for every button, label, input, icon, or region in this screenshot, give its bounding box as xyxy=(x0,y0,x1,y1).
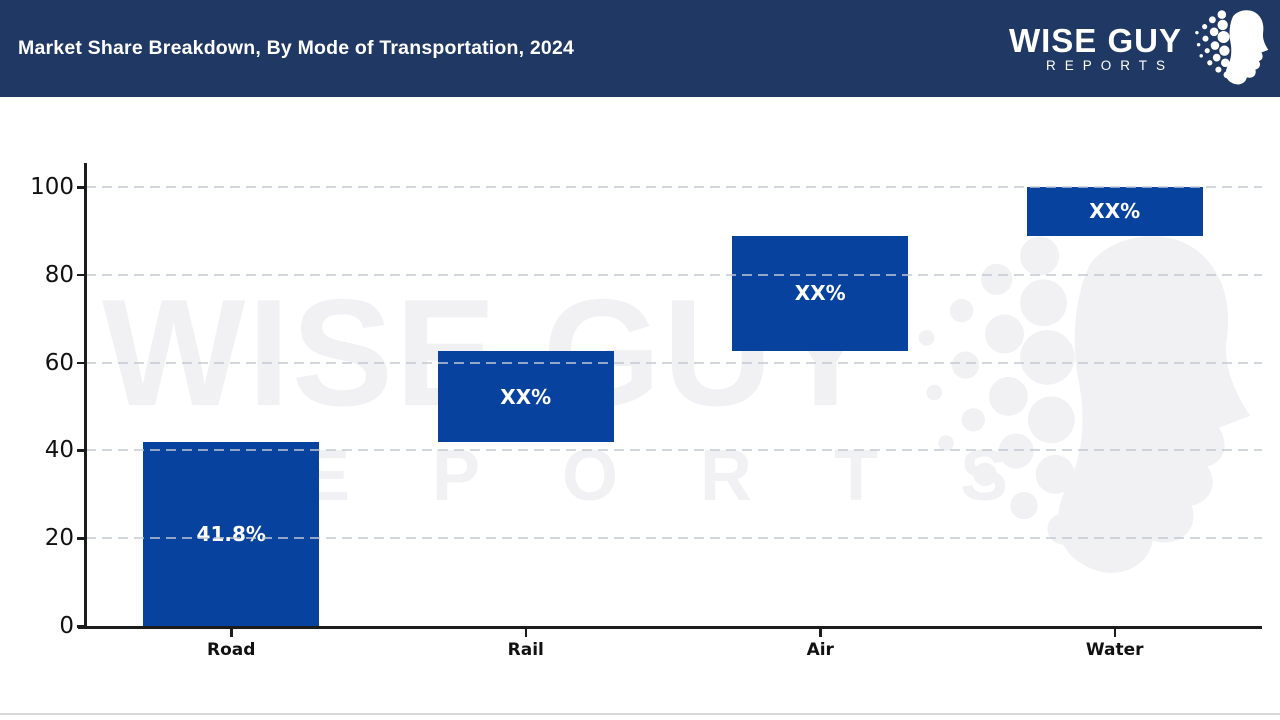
y-axis-label-40: 40 xyxy=(44,437,74,464)
chart-title: Market Share Breakdown, By Mode of Trans… xyxy=(18,37,575,59)
x-axis-tick xyxy=(1113,629,1117,637)
wise-guy-reports-logo: WISE GUY REPORTS xyxy=(1002,0,1272,97)
x-axis-tick xyxy=(230,629,233,637)
y-axis-label-20: 20 xyxy=(44,525,74,552)
x-axis-label-air: Air xyxy=(806,640,834,660)
y-axis-spine xyxy=(84,163,87,629)
gridline-100 xyxy=(86,186,1262,188)
logo-subtitle: REPORTS xyxy=(1045,58,1174,73)
dotted-head-icon xyxy=(1195,10,1269,85)
bar-road xyxy=(143,442,320,626)
x-axis-label-road: Road xyxy=(207,640,256,660)
x-axis-spine xyxy=(78,626,1262,629)
y-axis-tick xyxy=(77,449,85,452)
header-band: Market Share Breakdown, By Mode of Trans… xyxy=(0,0,1280,97)
x-axis-label-water: Water xyxy=(1085,640,1144,660)
bar-value-label: 41.8% xyxy=(196,522,266,547)
y-axis-tick xyxy=(77,186,85,189)
y-axis-tick xyxy=(77,273,85,277)
bar-value-label: XX% xyxy=(500,384,552,409)
bar-value-label: XX% xyxy=(794,281,846,306)
y-axis-label-60: 60 xyxy=(44,349,74,376)
bar-rail xyxy=(437,350,614,443)
y-axis-tick xyxy=(77,537,85,540)
y-axis-label-100: 100 xyxy=(30,174,74,200)
x-axis-tick xyxy=(524,629,528,637)
chart-canvas: WISE GUY REPORTS 41.8% Road XX% Rail XX% Air X… xyxy=(0,97,1280,720)
bar-value-label: XX% xyxy=(1089,199,1141,224)
bar-air xyxy=(732,235,909,351)
x-axis-tick xyxy=(819,629,822,637)
logo-wordmark: WISE GUY xyxy=(1008,22,1182,59)
y-axis-tick xyxy=(77,361,85,365)
gridline-80 xyxy=(86,273,1262,276)
gridline-60 xyxy=(86,361,1262,364)
gridline-20 xyxy=(86,537,1262,540)
footer-divider xyxy=(0,713,1280,715)
bar-water xyxy=(1026,187,1203,236)
gridline-40 xyxy=(86,449,1262,452)
y-axis-label-80: 80 xyxy=(44,261,74,288)
y-axis-label-0: 0 xyxy=(59,613,74,639)
x-axis-label-rail: Rail xyxy=(507,640,544,660)
